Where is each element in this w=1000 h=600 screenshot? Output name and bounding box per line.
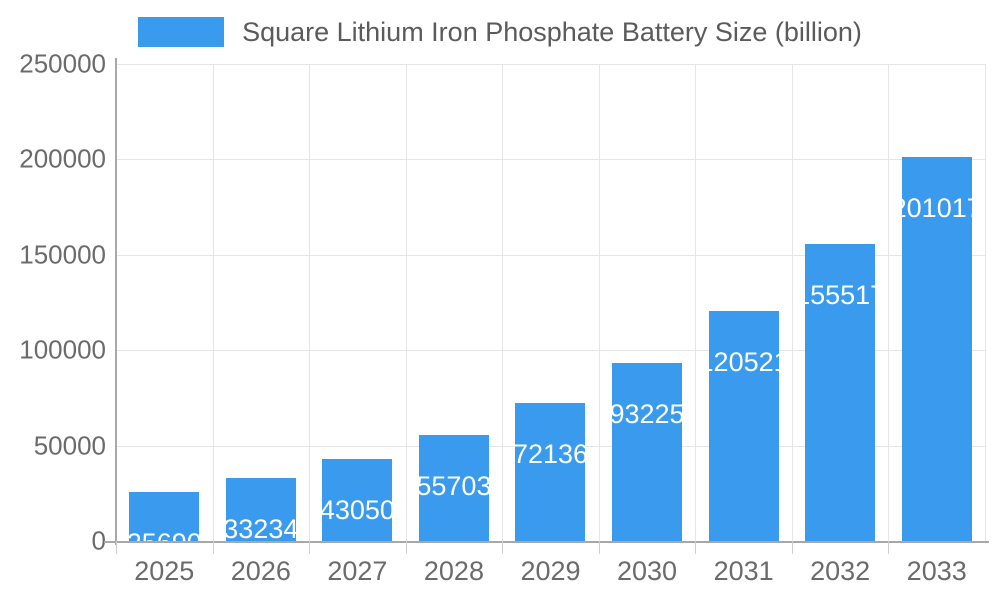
- bar-value-label: 33234: [223, 513, 299, 544]
- bar-group: 43050: [309, 64, 406, 541]
- plot-area: 25690 33234 43050 55703 72136 93225 120521 1555…: [116, 64, 986, 556]
- bar-group: 25690: [116, 64, 213, 556]
- x-axis-tick-mark: [502, 541, 504, 554]
- x-gridline: [405, 64, 407, 541]
- bar[interactable]: [708, 311, 779, 541]
- bar-value-label: 155517: [795, 280, 886, 311]
- bar-value-label: 120521: [698, 347, 789, 378]
- bar[interactable]: [515, 403, 586, 541]
- bar-group: 93225: [599, 64, 696, 541]
- x-axis-tick-label: 2027: [327, 556, 388, 586]
- y-axis-tick-label: 250000: [19, 48, 106, 79]
- bar-group: 72136: [502, 64, 599, 541]
- bar-value-label: 93225: [609, 399, 685, 430]
- legend-color-swatch[interactable]: [138, 17, 225, 47]
- x-axis-tick-label: 2030: [617, 556, 678, 586]
- x-axis-tick-mark: [888, 541, 890, 554]
- x-gridline: [309, 64, 311, 541]
- bar-group: 201017: [888, 64, 985, 541]
- x-gridline: [502, 64, 504, 541]
- x-axis-tick-label: 2032: [810, 556, 871, 586]
- x-gridline: [791, 64, 793, 541]
- bar-group: 155517: [792, 64, 889, 541]
- x-gridline: [695, 64, 697, 541]
- x-gridline: [212, 64, 214, 541]
- x-axis-tick-mark: [405, 541, 407, 554]
- bar-group: 55703: [406, 64, 503, 541]
- y-gridline: [116, 350, 985, 352]
- y-axis-tick-label: 200000: [19, 143, 106, 174]
- y-axis-tick-labels: 0 50000 100000 150000 200000 250000: [0, 0, 106, 600]
- bar-value-label: 201017: [891, 193, 982, 224]
- y-axis-tick-label: 150000: [19, 239, 106, 270]
- legend-label[interactable]: Square Lithium Iron Phosphate Battery Si…: [242, 17, 862, 47]
- x-axis-tick-mark: [309, 541, 311, 554]
- x-axis-tick-mark: [116, 541, 117, 554]
- bar-group: 120521: [695, 64, 792, 541]
- bar[interactable]: [612, 363, 683, 541]
- x-axis-tick-mark: [212, 541, 214, 554]
- x-axis-tick-label: 2028: [423, 556, 484, 586]
- x-axis-tick-mark: [695, 541, 697, 554]
- x-gridline: [985, 64, 986, 541]
- chart-legend: Square Lithium Iron Phosphate Battery Si…: [0, 12, 1000, 52]
- bar-value-label: 43050: [319, 494, 395, 525]
- bar[interactable]: [322, 458, 393, 541]
- x-axis-tick-label: 2033: [906, 556, 967, 586]
- x-axis-tick-label: 2031: [713, 556, 774, 586]
- bar-group: 33234: [213, 64, 310, 544]
- x-axis-tick-label: 2029: [520, 556, 581, 586]
- x-gridline: [598, 64, 600, 541]
- x-gridline: [888, 64, 890, 541]
- x-axis-tick-mark: [791, 541, 793, 554]
- bar-value-label: 72136: [512, 439, 589, 470]
- bar-value-label: 25690: [126, 527, 202, 558]
- x-axis-tick-mark: [598, 541, 600, 554]
- bar[interactable]: [225, 477, 296, 541]
- y-axis-line: [115, 58, 117, 545]
- y-axis-tick-label: 50000: [33, 430, 106, 461]
- bar[interactable]: [901, 157, 972, 541]
- x-axis-line: [104, 541, 989, 543]
- bar-value-label: 55703: [416, 470, 492, 501]
- y-gridline: [116, 159, 985, 161]
- bar[interactable]: [418, 434, 489, 541]
- x-axis-tick-label: 2025: [134, 556, 195, 586]
- y-gridline: [116, 254, 985, 256]
- bar[interactable]: [129, 491, 200, 541]
- y-gridline: [116, 64, 985, 65]
- x-axis-tick-label: 2026: [230, 556, 291, 586]
- bar[interactable]: [805, 244, 876, 541]
- y-axis-tick-label: 100000: [19, 334, 106, 365]
- y-axis-tick-label: 0: [91, 525, 106, 556]
